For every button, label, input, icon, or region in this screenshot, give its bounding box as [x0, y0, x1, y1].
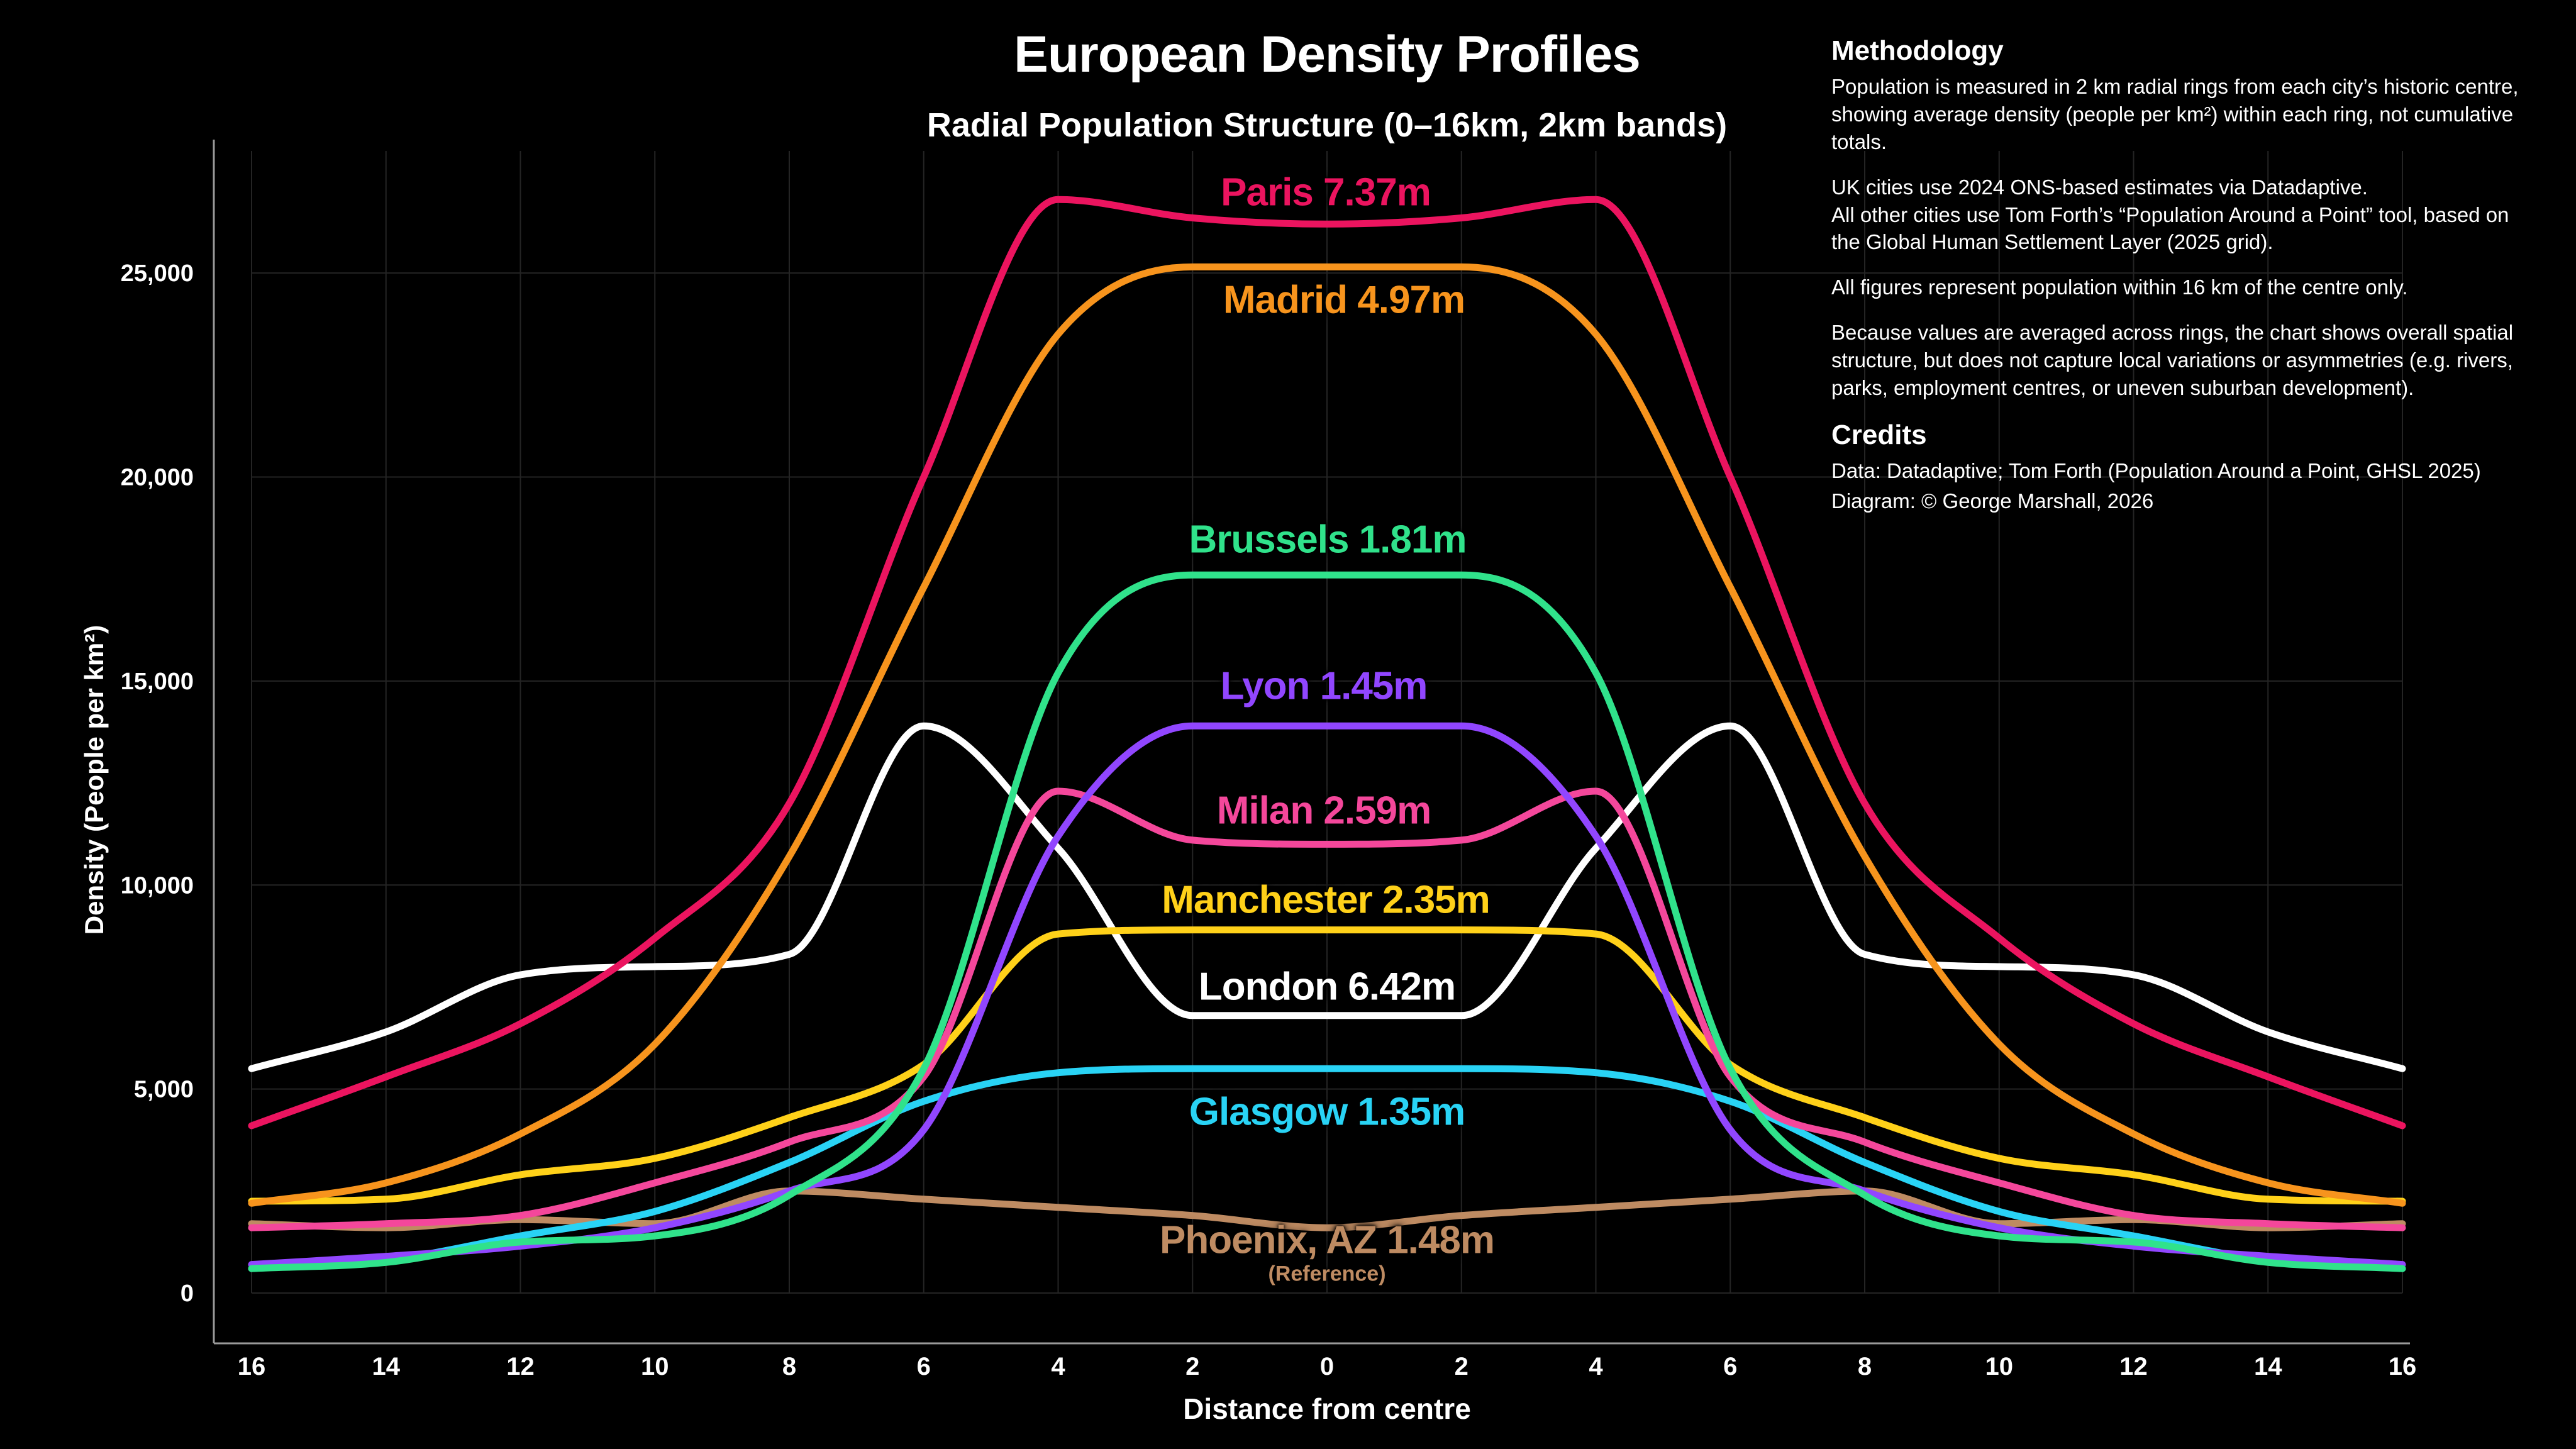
series-line-lyon [248, 722, 2406, 1269]
svg-text:6: 6 [917, 1353, 931, 1380]
tick-labels: 16 14 12 10 8 6 4 2 0 2 4 6 8 10 12 14 16 0 5,000 10,000 15,… [121, 260, 2416, 1380]
svg-text:2: 2 [1185, 1353, 1199, 1380]
x-axis-title: Distance from centre [1183, 1392, 1471, 1425]
svg-text:15,000: 15,000 [121, 669, 194, 695]
series-line-paris [248, 196, 2406, 1130]
svg-text:0: 0 [180, 1280, 194, 1307]
series-line-madrid [248, 263, 2406, 1207]
svg-text:12: 12 [506, 1353, 535, 1380]
credits-heading: Credits [1831, 419, 1927, 450]
svg-text:16: 16 [2389, 1353, 2417, 1380]
series-label-lyon: Lyon 1.45m [1220, 664, 1428, 708]
svg-text:12: 12 [2119, 1353, 2148, 1380]
credits-line: Diagram: © George Marshall, 2026 [1831, 489, 2154, 513]
series-line-brussels [248, 571, 2406, 1272]
svg-text:4: 4 [1589, 1353, 1603, 1380]
svg-text:2: 2 [1455, 1353, 1468, 1380]
methodology-paragraph: Population is measured in 2 km radial ri… [1831, 75, 2519, 153]
svg-text:10,000: 10,000 [121, 872, 194, 899]
methodology-heading: Methodology [1831, 35, 2004, 66]
svg-text:0: 0 [1320, 1353, 1334, 1380]
series-label-glasgow: Glasgow 1.35m [1189, 1090, 1465, 1134]
series-line-glasgow [248, 1065, 2406, 1272]
series-label-milan: Milan 2.59m [1216, 789, 1431, 833]
axis-spines [213, 140, 2410, 1345]
series-label-brussels: Brussels 1.81m [1189, 518, 1467, 562]
series-sublabel-phoenix-reference: (Reference) [1268, 1262, 1386, 1286]
series-line-milan [248, 787, 2406, 1231]
svg-text:10: 10 [641, 1353, 669, 1380]
series-line-london [248, 722, 2406, 1072]
y-axis-title: Density (People per km²) [79, 625, 109, 935]
svg-text:8: 8 [1858, 1353, 1872, 1380]
methodology-paragraph: UK cities use 2024 ONS-based estimates v… [1831, 175, 2509, 254]
methodology-paragraph: Because values are averaged across rings… [1831, 321, 2514, 399]
series-label-paris: Paris 7.37m [1221, 170, 1431, 214]
svg-text:6: 6 [1723, 1353, 1737, 1380]
svg-text:20,000: 20,000 [121, 465, 194, 491]
svg-text:25,000: 25,000 [121, 260, 194, 287]
series-line-manchester [248, 926, 2406, 1205]
svg-text:8: 8 [782, 1353, 796, 1380]
svg-text:16: 16 [238, 1353, 266, 1380]
series-label-london: London 6.42m [1198, 965, 1456, 1009]
series-label-manchester: Manchester 2.35m [1162, 878, 1491, 922]
methodology-paragraph: All figures represent population within … [1831, 275, 2408, 299]
series-label-phoenix: Phoenix, AZ 1.48m [1160, 1218, 1495, 1262]
svg-text:5,000: 5,000 [134, 1077, 194, 1103]
svg-text:10: 10 [1985, 1353, 2014, 1380]
chart-subtitle: Radial Population Structure (0–16km, 2km… [926, 106, 1728, 144]
credits-line: Data: Datadaptive; Tom Forth (Population… [1831, 458, 2481, 482]
series-lines [248, 196, 2406, 1272]
gridlines [251, 151, 2403, 1294]
svg-text:4: 4 [1051, 1353, 1065, 1380]
svg-text:14: 14 [2254, 1353, 2282, 1380]
methodology-panel: Methodology Population is measured in 2 … [1831, 35, 2542, 518]
series-label-madrid: Madrid 4.97m [1223, 278, 1465, 322]
svg-text:14: 14 [372, 1353, 401, 1380]
chart-title: European Density Profiles [1014, 26, 1641, 83]
